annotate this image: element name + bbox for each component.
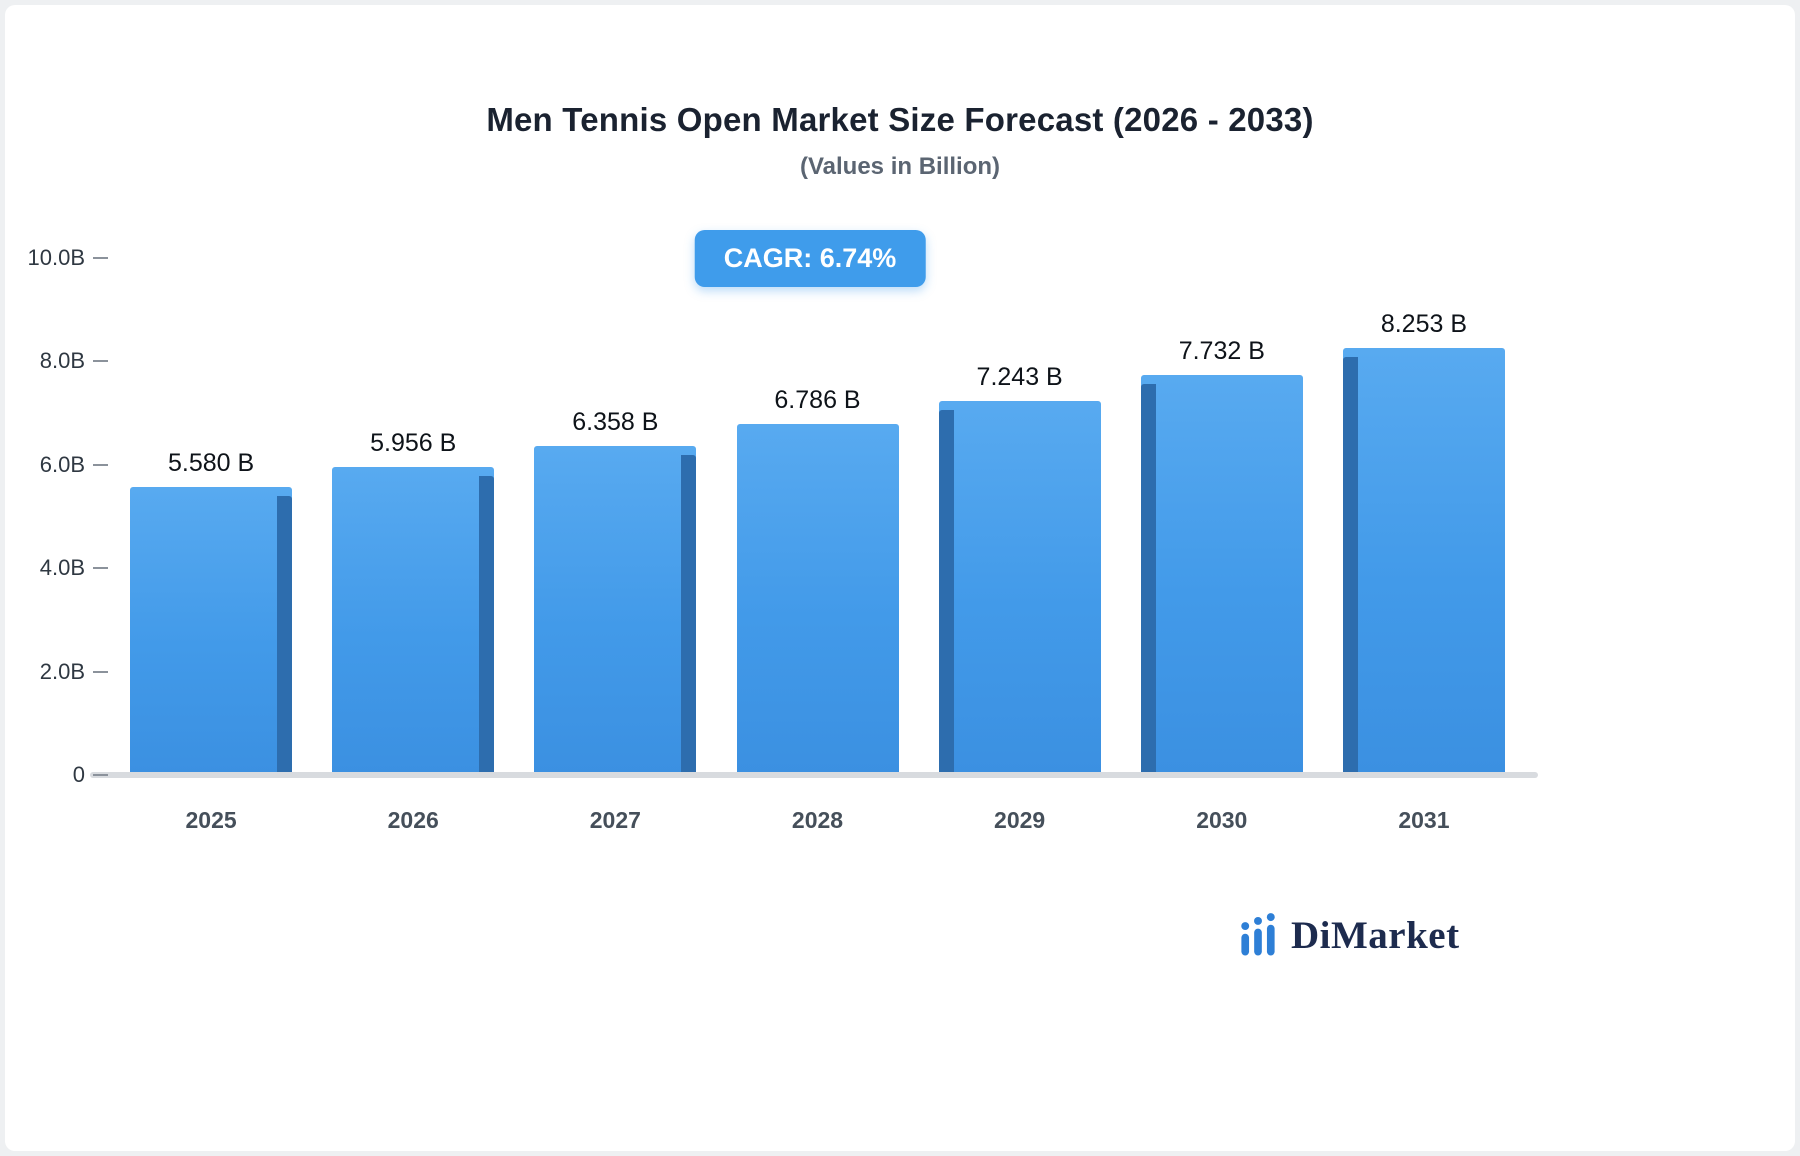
x-axis-label: 2028: [791, 807, 844, 833]
bar: [1140, 375, 1303, 775]
logo-text: DiMarket: [1291, 913, 1460, 957]
y-axis-tick-label: 10.0B: [27, 245, 86, 270]
x-axis-label: 2031: [1398, 807, 1450, 833]
bar-chart-icon: [1241, 913, 1275, 956]
bar-side-shade: [479, 476, 495, 775]
bar-value-label: 6.786 B: [774, 386, 861, 415]
bar-side-shade: [938, 409, 954, 775]
dimarket-logo: DiMarket: [1235, 905, 1495, 965]
y-axis-tick-label: 2.0B: [39, 658, 85, 684]
x-axis-baseline: [90, 772, 1538, 778]
y-axis-tick-mark: [93, 463, 108, 466]
x-axis-label: 2025: [185, 807, 237, 833]
bar-side-shade: [681, 455, 697, 775]
bar-side-shade: [277, 495, 293, 775]
bar-value-label: 7.243 B: [976, 362, 1063, 391]
y-axis-tick-label: 0: [72, 762, 85, 787]
bar-value-label: 5.580 B: [167, 448, 255, 477]
y-axis-tick-mark: [93, 670, 108, 673]
bar-value-label: 6.358 B: [572, 408, 659, 437]
bar: [1342, 348, 1505, 775]
y-axis-tick-label: 6.0B: [39, 451, 85, 477]
chart-card: Men Tennis Open Market Size Forecast (20…: [5, 5, 1795, 1151]
x-axis-label: 2026: [387, 807, 439, 833]
y-axis-tick-label: 8.0B: [39, 348, 85, 374]
x-axis-label: 2027: [589, 807, 641, 833]
chart-subtitle: (Values in Billion): [799, 153, 1001, 180]
plot-area: 5.580 B 2025 5.956 B 2026 6.358 B 2027 6.786 B…: [110, 258, 1525, 833]
bar: [938, 400, 1101, 775]
bar: [534, 446, 697, 775]
chart-container: Men Tennis Open Market Size Forecast (20…: [5, 5, 1795, 1151]
y-axis-tick-mark: [93, 257, 108, 259]
bar-side-shade: [1342, 357, 1358, 775]
x-axis-label: 2030: [1196, 807, 1248, 833]
bar-side-shade: [1140, 384, 1156, 775]
bar: [130, 486, 293, 775]
x-axis-label: 2029: [994, 807, 1046, 833]
page-title: Men Tennis Open Market Size Forecast (20…: [486, 101, 1314, 138]
cagr-badge: CAGR: 6.74%: [694, 230, 926, 287]
y-axis-tick-mark: [93, 774, 108, 776]
y-axis-tick-mark: [93, 360, 108, 363]
bar: [736, 424, 899, 775]
y-axis-tick-mark: [93, 567, 108, 570]
y-axis-tick-label: 4.0B: [39, 555, 85, 581]
bar-value-label: 8.253 B: [1380, 310, 1468, 339]
bar: [332, 467, 495, 775]
bar-value-label: 7.732 B: [1178, 337, 1265, 366]
bar-value-label: 5.956 B: [370, 429, 457, 458]
